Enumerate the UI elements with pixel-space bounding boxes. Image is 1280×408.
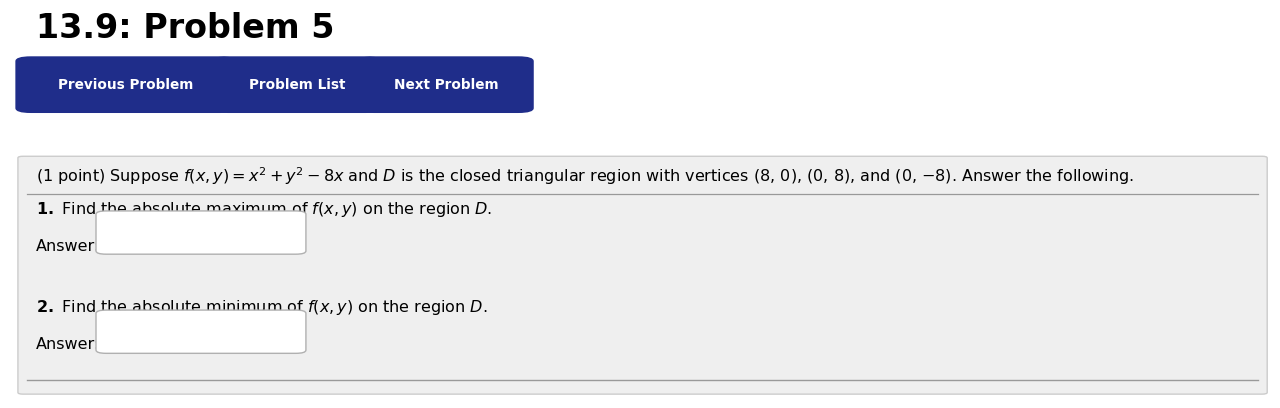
Text: Answer:: Answer: (36, 337, 100, 352)
Text: $\bf{2.}$ Find the absolute minimum of $f(x, y)$ on the region $D$.: $\bf{2.}$ Find the absolute minimum of $… (36, 298, 488, 317)
Text: Answer:: Answer: (36, 239, 100, 254)
Text: (1 point) Suppose $f(x, y) = x^2 + y^2 - 8x$ and $D$ is the closed triangular re: (1 point) Suppose $f(x, y) = x^2 + y^2 -… (36, 165, 1134, 187)
FancyBboxPatch shape (212, 56, 381, 113)
FancyBboxPatch shape (18, 156, 1267, 394)
FancyBboxPatch shape (15, 56, 236, 113)
FancyBboxPatch shape (96, 310, 306, 353)
FancyBboxPatch shape (358, 56, 534, 113)
Text: Next Problem: Next Problem (394, 78, 498, 92)
Text: Problem List: Problem List (248, 78, 346, 92)
Text: 13.9: Problem 5: 13.9: Problem 5 (36, 12, 334, 45)
Text: $\bf{1.}$ Find the absolute maximum of $f(x, y)$ on the region $D$.: $\bf{1.}$ Find the absolute maximum of $… (36, 200, 492, 219)
Text: Previous Problem: Previous Problem (58, 78, 193, 92)
FancyBboxPatch shape (96, 211, 306, 254)
